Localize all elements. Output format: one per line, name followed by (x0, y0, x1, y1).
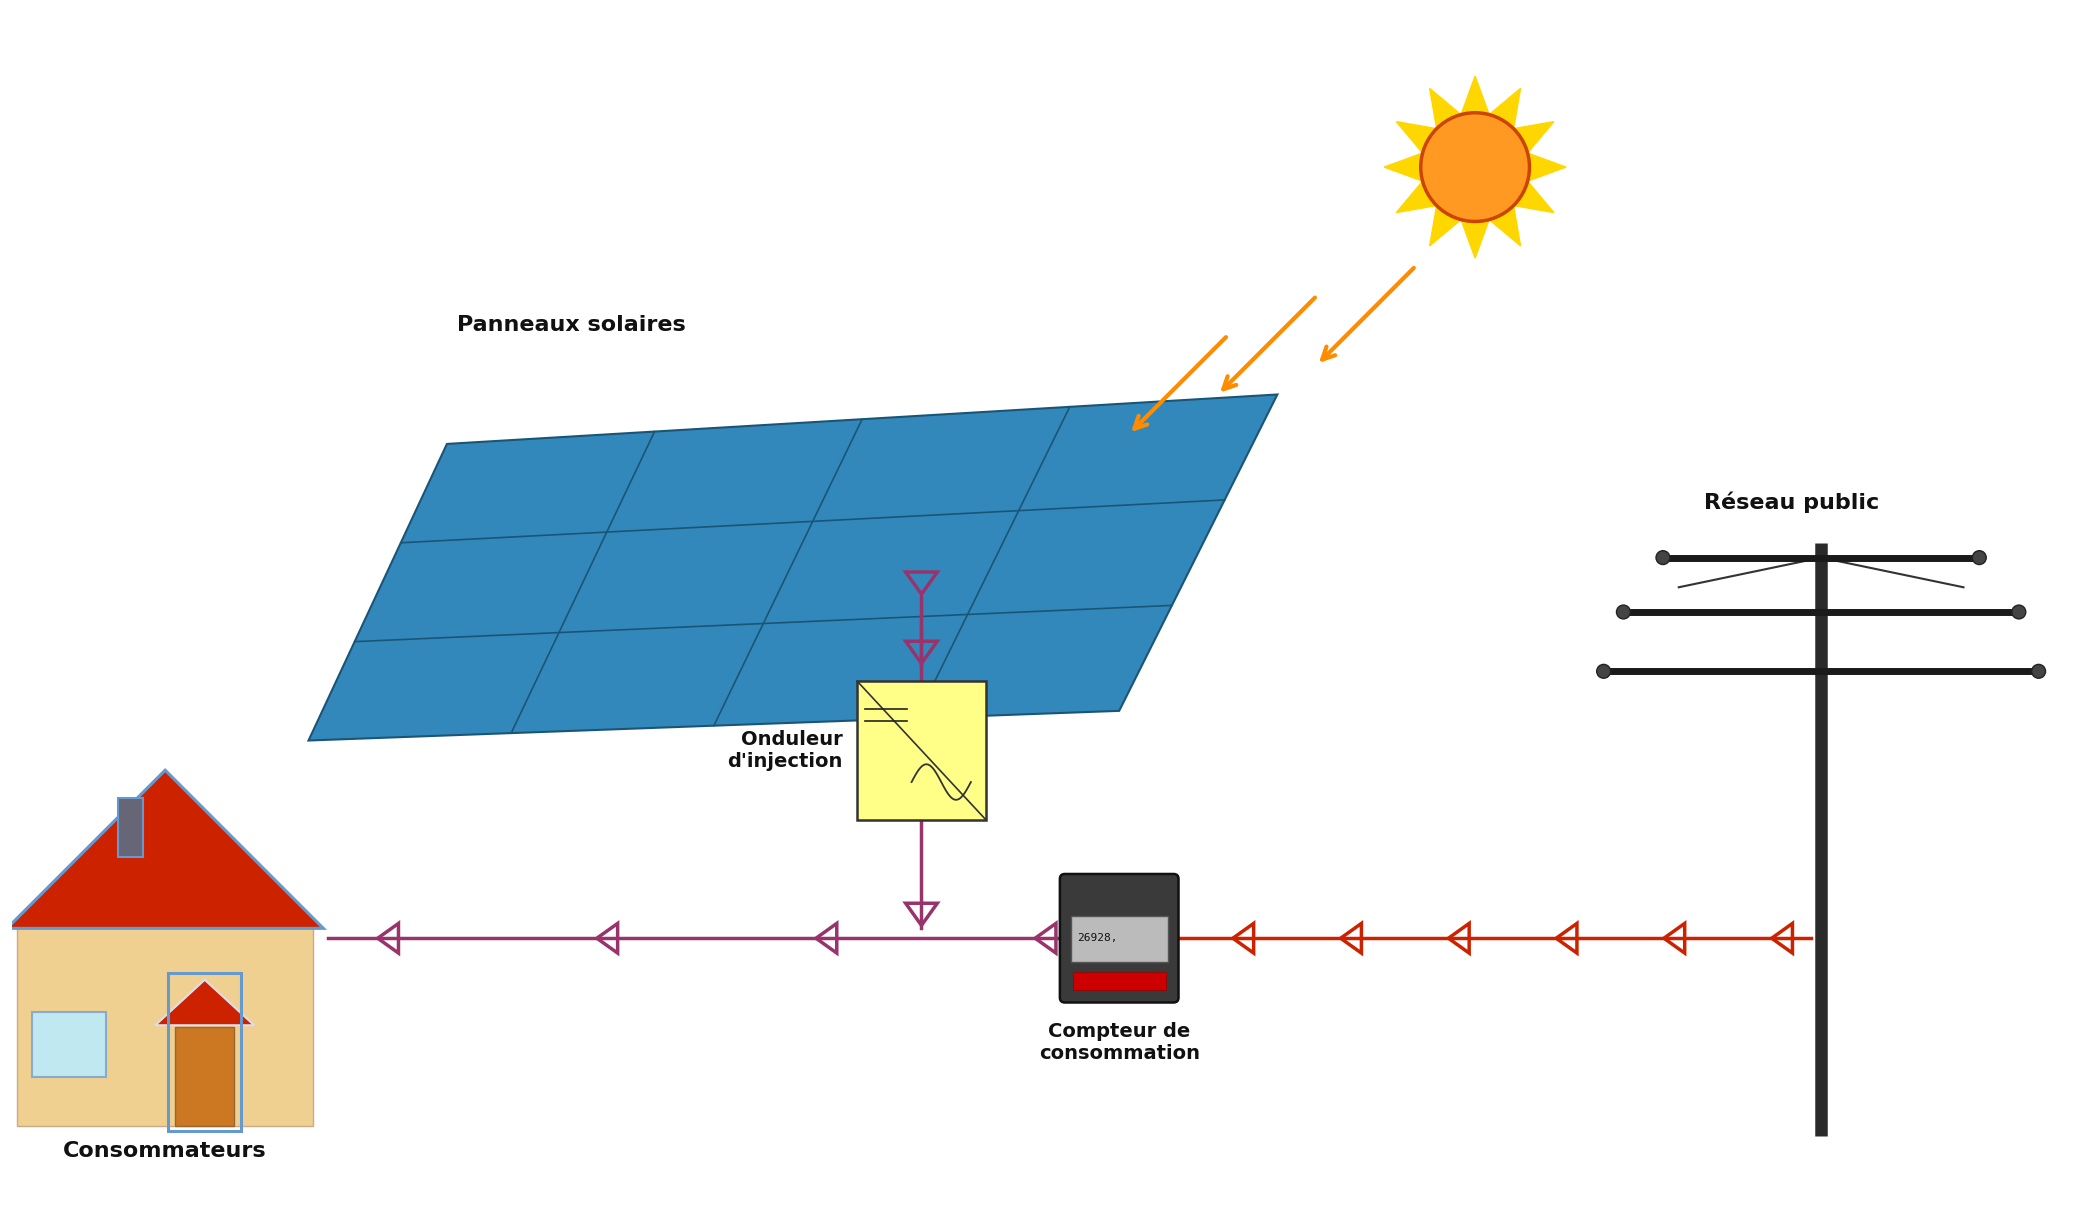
Circle shape (1420, 112, 1529, 221)
Text: Compteur de
consommation: Compteur de consommation (1039, 1023, 1200, 1063)
Text: Réseau public: Réseau public (1704, 491, 1880, 513)
Text: Panneaux solaires: Panneaux solaires (457, 315, 686, 335)
FancyBboxPatch shape (858, 681, 986, 820)
Circle shape (1597, 665, 1611, 678)
FancyBboxPatch shape (117, 798, 143, 857)
Polygon shape (1513, 181, 1555, 213)
Polygon shape (1460, 76, 1490, 115)
Polygon shape (1513, 122, 1555, 153)
Text: Onduleur
d'injection: Onduleur d'injection (728, 730, 843, 771)
Polygon shape (1490, 88, 1521, 128)
FancyBboxPatch shape (17, 929, 313, 1127)
FancyBboxPatch shape (174, 1028, 235, 1127)
Polygon shape (1397, 122, 1437, 153)
Circle shape (2031, 665, 2046, 678)
Text: 26928,: 26928, (1076, 934, 1116, 943)
Polygon shape (155, 980, 254, 1025)
Polygon shape (1527, 153, 1565, 181)
Circle shape (1615, 605, 1630, 618)
FancyBboxPatch shape (31, 1012, 105, 1077)
Circle shape (1655, 551, 1670, 565)
Polygon shape (308, 395, 1278, 741)
FancyBboxPatch shape (1070, 916, 1169, 962)
Polygon shape (1460, 220, 1490, 258)
Polygon shape (1397, 181, 1437, 213)
Polygon shape (1429, 88, 1460, 128)
Circle shape (1972, 551, 1987, 565)
Polygon shape (1385, 153, 1422, 181)
Polygon shape (1490, 205, 1521, 246)
FancyBboxPatch shape (1059, 874, 1179, 1002)
FancyBboxPatch shape (1072, 971, 1166, 990)
Polygon shape (6, 770, 323, 929)
Text: Consommateurs: Consommateurs (63, 1141, 266, 1161)
Circle shape (2012, 605, 2027, 618)
Polygon shape (1429, 205, 1460, 246)
